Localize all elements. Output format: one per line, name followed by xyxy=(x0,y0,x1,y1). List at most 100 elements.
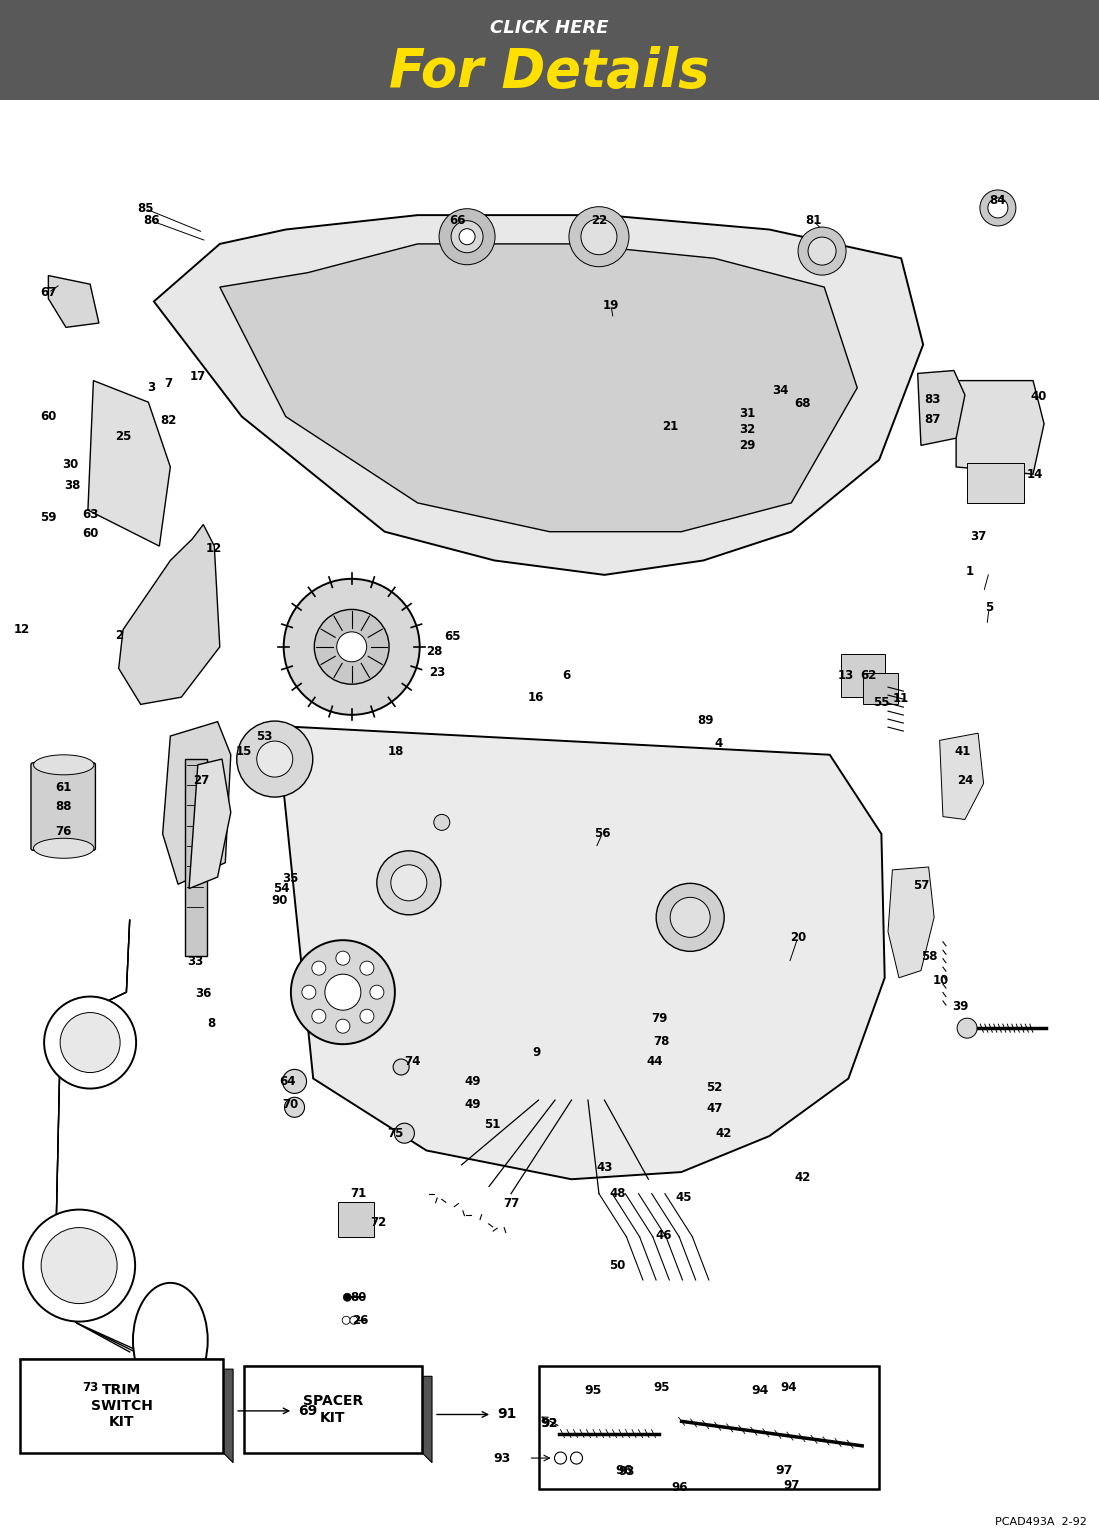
Circle shape xyxy=(395,1123,414,1143)
Text: 64: 64 xyxy=(279,1074,297,1088)
Bar xyxy=(185,759,207,956)
Text: 28: 28 xyxy=(426,645,442,657)
Polygon shape xyxy=(48,275,99,328)
Circle shape xyxy=(257,742,292,777)
Circle shape xyxy=(282,1070,307,1093)
Text: 60: 60 xyxy=(41,409,56,423)
Text: 93: 93 xyxy=(493,1451,511,1465)
Bar xyxy=(20,1359,223,1453)
Text: CLICK HERE: CLICK HERE xyxy=(490,18,609,37)
Text: 22: 22 xyxy=(591,214,607,228)
Ellipse shape xyxy=(34,839,95,859)
Polygon shape xyxy=(163,722,231,885)
Text: 84: 84 xyxy=(989,194,1007,208)
Circle shape xyxy=(988,199,1008,219)
Text: 42: 42 xyxy=(715,1127,731,1140)
Text: 68: 68 xyxy=(793,397,811,409)
Polygon shape xyxy=(940,733,984,819)
Text: 62: 62 xyxy=(861,669,876,682)
Text: 82: 82 xyxy=(160,414,176,428)
Circle shape xyxy=(314,609,389,685)
Circle shape xyxy=(670,897,710,937)
Text: 67: 67 xyxy=(41,286,56,299)
Circle shape xyxy=(336,633,367,662)
Circle shape xyxy=(236,722,313,797)
Circle shape xyxy=(377,851,441,914)
Text: 92: 92 xyxy=(542,1417,557,1430)
Text: 46: 46 xyxy=(655,1228,673,1242)
Text: 31: 31 xyxy=(740,408,755,420)
Polygon shape xyxy=(918,371,965,445)
Circle shape xyxy=(336,951,349,965)
Circle shape xyxy=(336,1019,349,1033)
Circle shape xyxy=(343,1293,352,1302)
Text: 70: 70 xyxy=(282,1097,298,1111)
Text: 15: 15 xyxy=(236,745,252,759)
Text: 16: 16 xyxy=(529,691,544,703)
Text: 69: 69 xyxy=(298,1404,318,1417)
Text: 36: 36 xyxy=(196,986,211,1000)
Text: 55: 55 xyxy=(873,697,890,709)
Text: 5: 5 xyxy=(985,602,993,614)
Text: 17: 17 xyxy=(190,369,206,383)
Circle shape xyxy=(312,1010,325,1023)
Circle shape xyxy=(349,1316,358,1324)
Polygon shape xyxy=(154,215,923,576)
Circle shape xyxy=(798,228,846,275)
Circle shape xyxy=(360,1010,374,1023)
Text: 3: 3 xyxy=(147,382,156,394)
Circle shape xyxy=(440,209,495,265)
Bar xyxy=(841,654,885,697)
Polygon shape xyxy=(220,243,857,531)
Polygon shape xyxy=(119,525,220,705)
Text: TRIM
SWITCH
KIT: TRIM SWITCH KIT xyxy=(90,1382,153,1430)
Text: 20: 20 xyxy=(790,931,806,943)
Bar xyxy=(338,1202,374,1237)
Text: 45: 45 xyxy=(675,1191,692,1205)
Text: 60: 60 xyxy=(82,526,98,540)
Text: 71: 71 xyxy=(351,1187,366,1200)
Text: 49: 49 xyxy=(464,1074,481,1088)
Polygon shape xyxy=(244,1367,432,1462)
Text: 11: 11 xyxy=(893,693,909,705)
Text: 97: 97 xyxy=(784,1479,799,1493)
Ellipse shape xyxy=(133,1284,208,1397)
Ellipse shape xyxy=(34,754,95,774)
Circle shape xyxy=(325,974,360,1010)
Circle shape xyxy=(570,1453,582,1464)
Text: 81: 81 xyxy=(806,214,821,228)
Circle shape xyxy=(23,1210,135,1322)
FancyBboxPatch shape xyxy=(31,763,96,850)
Circle shape xyxy=(342,1316,351,1324)
Text: 12: 12 xyxy=(14,623,30,636)
Circle shape xyxy=(459,229,475,245)
Circle shape xyxy=(284,579,420,714)
Text: 92: 92 xyxy=(541,1417,558,1430)
Circle shape xyxy=(41,1228,118,1304)
Text: 41: 41 xyxy=(955,745,970,759)
Text: 56: 56 xyxy=(593,828,611,840)
Text: 51: 51 xyxy=(485,1117,500,1131)
Circle shape xyxy=(360,962,374,976)
Text: 8: 8 xyxy=(207,1017,215,1030)
Circle shape xyxy=(451,220,484,252)
Text: 9: 9 xyxy=(532,1047,541,1059)
Circle shape xyxy=(555,1453,566,1464)
Bar xyxy=(0,0,1099,100)
Text: 19: 19 xyxy=(603,299,619,312)
Text: 38: 38 xyxy=(65,479,80,492)
Circle shape xyxy=(391,865,426,900)
Circle shape xyxy=(312,962,325,976)
Text: 33: 33 xyxy=(188,956,203,968)
Text: 61: 61 xyxy=(56,782,71,794)
Text: 80: 80 xyxy=(351,1291,366,1304)
Circle shape xyxy=(808,237,836,265)
Text: 77: 77 xyxy=(503,1197,519,1210)
Circle shape xyxy=(291,940,395,1043)
Circle shape xyxy=(370,985,384,999)
Text: 94: 94 xyxy=(752,1384,768,1397)
Text: 57: 57 xyxy=(913,879,929,893)
Polygon shape xyxy=(277,726,885,1179)
Text: 12: 12 xyxy=(207,542,222,556)
Text: 4: 4 xyxy=(714,737,723,749)
